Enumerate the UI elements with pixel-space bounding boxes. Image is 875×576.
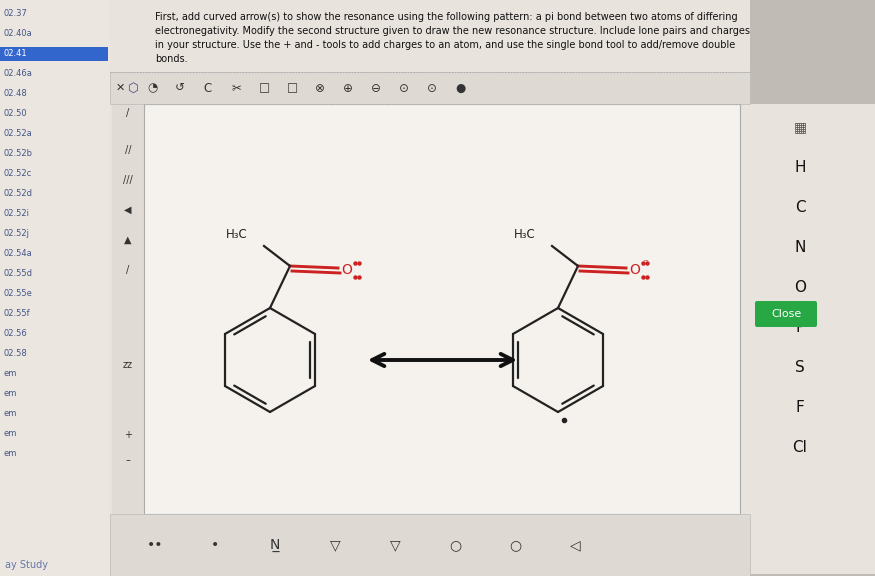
Text: 02.50: 02.50 — [3, 109, 26, 119]
Text: ◔: ◔ — [147, 81, 158, 94]
Text: ▲: ▲ — [124, 235, 132, 245]
Text: 02.52i: 02.52i — [3, 210, 29, 218]
Text: 02.40a: 02.40a — [3, 29, 31, 39]
Text: H₃C: H₃C — [227, 228, 248, 241]
Text: em: em — [3, 449, 17, 458]
Text: ◀: ◀ — [124, 205, 132, 215]
Text: ⊖: ⊖ — [371, 81, 381, 94]
Text: Close: Close — [771, 309, 802, 319]
Text: ○: ○ — [449, 538, 461, 552]
Text: 02.56: 02.56 — [3, 329, 27, 339]
Text: 02.52j: 02.52j — [3, 229, 29, 238]
Text: 02.58: 02.58 — [3, 350, 27, 358]
Text: H: H — [794, 160, 806, 175]
Text: electronegativity. Modify the second structure given to draw the new resonance s: electronegativity. Modify the second str… — [155, 26, 750, 36]
Text: em: em — [3, 430, 17, 438]
Text: ●: ● — [455, 81, 466, 94]
Text: /: / — [126, 108, 130, 118]
Bar — [0, 0, 110, 576]
Text: □: □ — [286, 81, 298, 94]
Text: C: C — [794, 200, 805, 215]
Text: ⁻: ⁻ — [642, 258, 648, 268]
Text: em: em — [3, 410, 17, 419]
Text: 02.52d: 02.52d — [3, 190, 32, 199]
Text: First, add curved arrow(s) to show the resonance using the following pattern: a : First, add curved arrow(s) to show the r… — [155, 12, 738, 22]
Text: □: □ — [258, 81, 270, 94]
Text: ///: /// — [123, 175, 133, 185]
Text: •: • — [211, 538, 219, 552]
Text: N̲: N̲ — [270, 538, 280, 552]
Text: F: F — [795, 400, 804, 415]
Bar — [110, 0, 750, 576]
Bar — [112, 98, 144, 548]
Text: ⊙: ⊙ — [427, 81, 437, 94]
Text: ▦: ▦ — [794, 120, 807, 134]
Bar — [750, 104, 875, 574]
Text: ⬡: ⬡ — [128, 81, 138, 94]
Text: ⊗: ⊗ — [315, 81, 325, 94]
Text: bonds.: bonds. — [155, 54, 187, 64]
Text: zz: zz — [123, 360, 133, 370]
Text: –: – — [126, 455, 130, 465]
Text: ▽: ▽ — [330, 538, 340, 552]
Text: +: + — [124, 430, 132, 440]
Text: 02.54a: 02.54a — [3, 249, 31, 259]
Bar — [110, 72, 750, 104]
Text: //: // — [125, 145, 131, 155]
Text: H₃C: H₃C — [514, 228, 536, 241]
Text: Cl: Cl — [793, 440, 808, 455]
Text: ✕: ✕ — [116, 83, 125, 93]
FancyBboxPatch shape — [755, 301, 817, 327]
Bar — [144, 104, 740, 514]
Text: 02.52a: 02.52a — [3, 130, 31, 138]
Text: em: em — [3, 369, 17, 378]
Text: O: O — [629, 263, 640, 277]
Text: 02.55d: 02.55d — [3, 270, 32, 279]
Text: O: O — [794, 280, 806, 295]
Text: ○: ○ — [509, 538, 522, 552]
Bar — [110, 514, 750, 576]
Text: ↺: ↺ — [175, 81, 185, 94]
Text: 02.48: 02.48 — [3, 89, 27, 98]
Text: ay Study: ay Study — [5, 560, 48, 570]
Text: 02.55f: 02.55f — [3, 309, 30, 319]
Text: /: / — [126, 265, 130, 275]
Text: O: O — [341, 263, 352, 277]
Bar — [0, 47, 108, 61]
Text: 02.55e: 02.55e — [3, 290, 31, 298]
Text: 02.46a: 02.46a — [3, 70, 31, 78]
Text: 02.52b: 02.52b — [3, 150, 32, 158]
Text: ⊙: ⊙ — [399, 81, 409, 94]
Text: S: S — [795, 360, 805, 375]
Text: 02.52c: 02.52c — [3, 169, 31, 179]
Text: N: N — [794, 240, 806, 255]
Text: ⊕: ⊕ — [343, 81, 353, 94]
Text: P: P — [795, 320, 805, 335]
Text: in your structure. Use the + and - tools to add charges to an atom, and use the : in your structure. Use the + and - tools… — [155, 40, 735, 50]
Text: em: em — [3, 389, 17, 399]
Text: 02.37: 02.37 — [3, 9, 27, 18]
Text: ▽: ▽ — [389, 538, 401, 552]
Text: ••: •• — [147, 538, 164, 552]
Text: ✂: ✂ — [231, 81, 241, 94]
Text: ◁: ◁ — [570, 538, 580, 552]
Text: 02.41: 02.41 — [3, 50, 26, 59]
Text: C: C — [204, 81, 212, 94]
